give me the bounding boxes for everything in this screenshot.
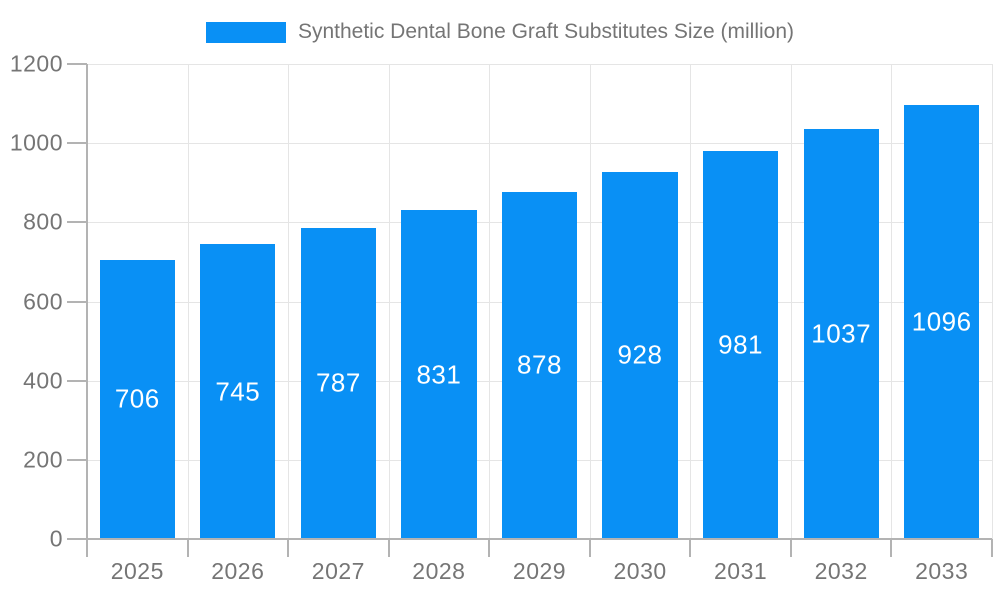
- bar-value-label-2031: 981: [718, 329, 764, 360]
- legend-swatch: [205, 21, 286, 43]
- bar-value-label-2030: 928: [617, 339, 663, 370]
- y-axis-label: 1200: [9, 50, 63, 77]
- bar-2027[interactable]: 787: [300, 227, 377, 539]
- bar-2033[interactable]: 1096: [904, 105, 980, 539]
- bar-2031[interactable]: 981: [702, 150, 779, 539]
- y-axis-tick: [67, 63, 87, 65]
- x-axis-label-2026: 2026: [211, 558, 265, 584]
- y-gridline: [87, 64, 992, 65]
- y-axis-label: 200: [23, 446, 63, 473]
- bar-2025[interactable]: 706: [99, 259, 175, 539]
- bar-value-label-2033: 1096: [911, 306, 972, 337]
- y-axis-label: 0: [49, 525, 63, 552]
- bar-value-label-2027: 787: [315, 367, 361, 398]
- x-axis-label-2028: 2028: [412, 558, 466, 584]
- x-axis-tick: [287, 539, 289, 557]
- x-gridline: [288, 64, 289, 539]
- y-axis-label: 1000: [9, 129, 63, 156]
- legend-item[interactable]: Synthetic Dental Bone Graft Substitutes …: [0, 20, 1000, 44]
- y-axis-label: 400: [23, 367, 63, 394]
- x-gridline: [791, 64, 792, 539]
- bar-value-label-2026: 745: [215, 376, 261, 407]
- x-gridline: [389, 64, 390, 539]
- y-axis-tick: [67, 142, 87, 144]
- x-axis-tick: [388, 539, 390, 557]
- bar-2028[interactable]: 831: [401, 210, 477, 539]
- bar-value-label-2032: 1037: [811, 318, 872, 349]
- y-axis-label: 600: [23, 288, 63, 315]
- x-axis-tick: [991, 539, 993, 557]
- x-axis-label-2031: 2031: [714, 558, 768, 584]
- x-gridline: [992, 64, 993, 539]
- x-axis-tick: [589, 539, 591, 557]
- x-axis-label-2027: 2027: [311, 558, 365, 584]
- x-axis-label-2032: 2032: [814, 558, 868, 584]
- bar-value-label-2025: 706: [114, 383, 160, 414]
- y-axis-tick: [67, 301, 87, 303]
- y-axis-line: [86, 64, 88, 557]
- y-axis-tick: [67, 221, 87, 223]
- y-axis-tick: [67, 380, 87, 382]
- y-axis-tick: [67, 538, 87, 540]
- y-axis-tick: [67, 459, 87, 461]
- y-axis-label: 800: [23, 208, 63, 235]
- x-axis-tick: [689, 539, 691, 557]
- x-gridline: [188, 64, 189, 539]
- x-axis-label-2033: 2033: [915, 558, 969, 584]
- x-axis-tick: [86, 539, 88, 557]
- x-axis-label-2030: 2030: [613, 558, 667, 584]
- x-axis-label-2025: 2025: [110, 558, 164, 584]
- bar-2030[interactable]: 928: [602, 171, 678, 539]
- x-axis-tick: [187, 539, 189, 557]
- x-gridline: [489, 64, 490, 539]
- legend-label: Synthetic Dental Bone Graft Substitutes …: [297, 20, 795, 43]
- x-gridline: [590, 64, 591, 539]
- bar-2032[interactable]: 1037: [803, 128, 879, 539]
- bar-2026[interactable]: 745: [200, 244, 276, 539]
- x-axis-tick: [890, 539, 892, 557]
- x-axis-tick: [488, 539, 490, 557]
- x-axis-tick: [790, 539, 792, 557]
- x-gridline: [690, 64, 691, 539]
- x-gridline: [891, 64, 892, 539]
- bar-value-label-2028: 831: [416, 359, 462, 390]
- x-axis-label-2029: 2029: [512, 558, 567, 584]
- bar-value-label-2029: 878: [517, 349, 562, 380]
- bar-2029[interactable]: 878: [501, 191, 578, 539]
